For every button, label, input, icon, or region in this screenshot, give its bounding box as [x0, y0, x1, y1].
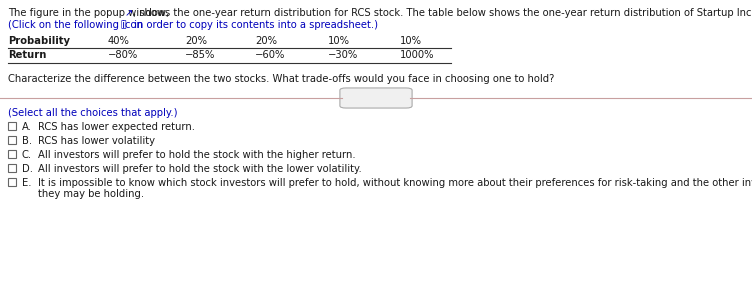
Text: RCS has lower expected return.: RCS has lower expected return.	[38, 122, 195, 132]
Text: in order to copy its contents into a spreadsheet.): in order to copy its contents into a spr…	[131, 20, 378, 30]
Text: 20%: 20%	[185, 36, 207, 46]
Text: B.: B.	[22, 136, 32, 146]
Text: All investors will prefer to hold the stock with the higher return.: All investors will prefer to hold the st…	[38, 150, 356, 160]
Text: 10%: 10%	[400, 36, 422, 46]
Text: Characterize the difference between the two stocks. What trade-offs would you fa: Characterize the difference between the …	[8, 74, 554, 84]
Text: they may be holding.: they may be holding.	[38, 189, 144, 199]
Text: All investors will prefer to hold the stock with the lower volatility.: All investors will prefer to hold the st…	[38, 164, 362, 174]
Text: −80%: −80%	[108, 50, 138, 60]
Text: ↗: ↗	[125, 8, 133, 18]
Text: The figure in the popup window,: The figure in the popup window,	[8, 8, 172, 18]
Text: Probability: Probability	[8, 36, 70, 46]
Text: E.: E.	[22, 178, 32, 188]
Text: Return: Return	[8, 50, 47, 60]
Text: 10%: 10%	[328, 36, 350, 46]
Text: A.: A.	[22, 122, 32, 132]
Text: ⎙: ⎙	[121, 20, 126, 29]
Text: −60%: −60%	[255, 50, 285, 60]
Text: (Click on the following icon: (Click on the following icon	[8, 20, 146, 30]
Text: 1000%: 1000%	[400, 50, 435, 60]
Text: 40%: 40%	[108, 36, 130, 46]
Text: It is impossible to know which stock investors will prefer to hold, without know: It is impossible to know which stock inv…	[38, 178, 752, 188]
Text: ...: ...	[372, 93, 380, 102]
Text: −85%: −85%	[185, 50, 215, 60]
Text: 20%: 20%	[255, 36, 277, 46]
Text: , shows the one-year return distribution for RCS stock. The table below shows th: , shows the one-year return distribution…	[133, 8, 752, 18]
Text: −30%: −30%	[328, 50, 358, 60]
Text: D.: D.	[22, 164, 33, 174]
Text: C.: C.	[22, 150, 32, 160]
Text: RCS has lower volatility: RCS has lower volatility	[38, 136, 155, 146]
Text: (Select all the choices that apply.): (Select all the choices that apply.)	[8, 108, 177, 118]
